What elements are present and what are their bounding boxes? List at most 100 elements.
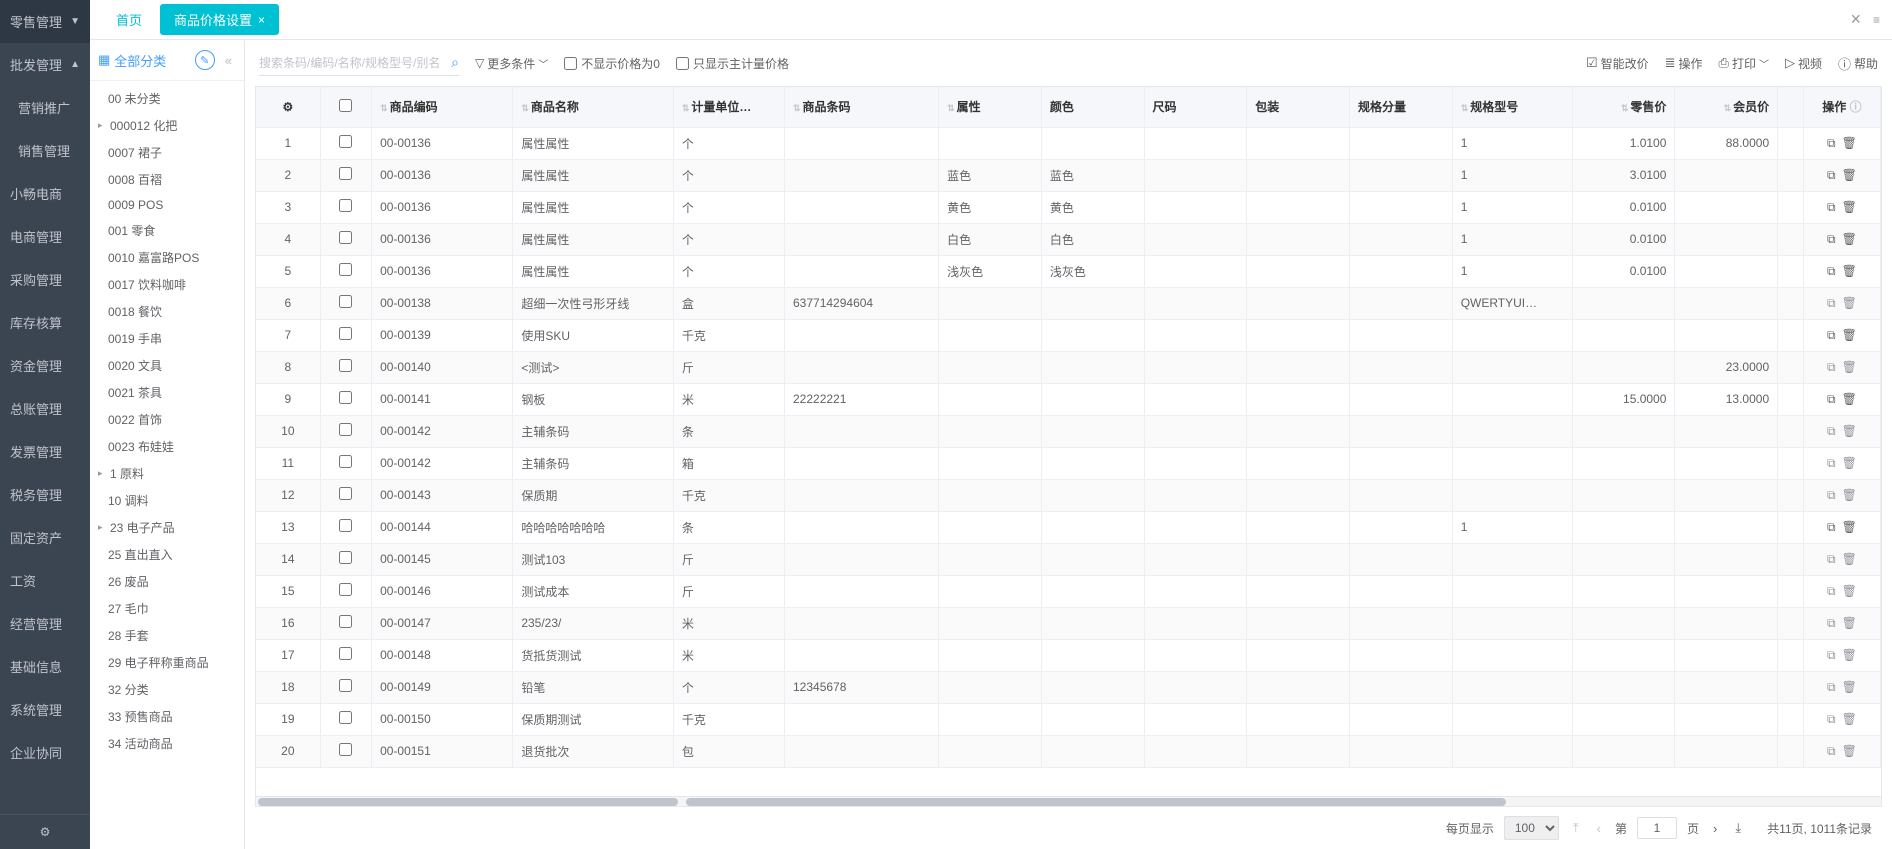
tree-node[interactable]: 0020 文具 xyxy=(90,352,244,379)
table-row[interactable]: 500-00136属性属性个浅灰色浅灰色10.0100⧉🗑 xyxy=(256,255,1881,287)
table-row[interactable]: 1200-00143保质期千克⧉🗑 xyxy=(256,479,1881,511)
copy-icon[interactable]: ⧉ xyxy=(1827,488,1836,503)
tab-home[interactable]: 首页 xyxy=(102,4,156,35)
edit-icon[interactable]: ✎ xyxy=(195,50,215,70)
delete-icon[interactable]: 🗑 xyxy=(1842,232,1857,247)
sidebar-item[interactable]: 营销推广 xyxy=(0,86,90,129)
print-button[interactable]: ⎙ 打印 ﹀ xyxy=(1719,55,1769,72)
col-unit[interactable]: ⇅计量单位… xyxy=(673,87,784,127)
per-page-select[interactable]: 100 xyxy=(1504,816,1559,840)
delete-icon[interactable]: 🗑 xyxy=(1842,520,1857,535)
copy-icon[interactable]: ⧉ xyxy=(1827,456,1836,471)
sidebar-item[interactable]: 发票管理 xyxy=(0,430,90,473)
sidebar-item[interactable]: 总账管理 xyxy=(0,387,90,430)
sidebar-item[interactable]: 电商管理 xyxy=(0,215,90,258)
row-checkbox[interactable] xyxy=(339,679,352,692)
copy-icon[interactable]: ⧉ xyxy=(1827,296,1836,311)
table-row[interactable]: 800-00140<测试>斤23.0000⧉🗑 xyxy=(256,351,1881,383)
row-checkbox[interactable] xyxy=(339,711,352,724)
sidebar-item[interactable]: 税务管理 xyxy=(0,473,90,516)
copy-icon[interactable]: ⧉ xyxy=(1827,424,1836,439)
sidebar-item[interactable]: 采购管理 xyxy=(0,258,90,301)
delete-icon[interactable]: 🗑 xyxy=(1842,424,1857,439)
copy-icon[interactable]: ⧉ xyxy=(1827,200,1836,215)
table-row[interactable]: 1100-00142主辅条码箱⧉🗑 xyxy=(256,447,1881,479)
table-row[interactable]: 1800-00149铅笔个12345678⧉🗑 xyxy=(256,671,1881,703)
delete-icon[interactable]: 🗑 xyxy=(1842,392,1857,407)
row-checkbox[interactable] xyxy=(339,295,352,308)
col-spec-qty[interactable]: 规格分量 xyxy=(1349,87,1452,127)
delete-icon[interactable]: 🗑 xyxy=(1842,712,1857,727)
copy-icon[interactable]: ⧉ xyxy=(1827,744,1836,759)
delete-icon[interactable]: 🗑 xyxy=(1842,264,1857,279)
table-row[interactable]: 700-00139使用SKU千克⧉🗑 xyxy=(256,319,1881,351)
table-row[interactable]: 200-00136属性属性个蓝色蓝色13.0100⧉🗑 xyxy=(256,159,1881,191)
sidebar-item[interactable]: 固定资产 xyxy=(0,516,90,559)
sidebar-item[interactable]: 系统管理 xyxy=(0,688,90,731)
table-row[interactable]: 400-00136属性属性个白色白色10.0100⧉🗑 xyxy=(256,223,1881,255)
copy-icon[interactable]: ⧉ xyxy=(1827,232,1836,247)
delete-icon[interactable]: 🗑 xyxy=(1842,648,1857,663)
table-row[interactable]: 600-00138超细一次性弓形牙线盒637714294604QWERTYUI…… xyxy=(256,287,1881,319)
col-spec-model[interactable]: ⇅规格型号 xyxy=(1452,87,1572,127)
delete-icon[interactable]: 🗑 xyxy=(1842,744,1857,759)
table-row[interactable]: 300-00136属性属性个黄色黄色10.0100⧉🗑 xyxy=(256,191,1881,223)
sidebar-item[interactable]: 企业协同 xyxy=(0,731,90,774)
copy-icon[interactable]: ⧉ xyxy=(1827,264,1836,279)
tree-title[interactable]: 全部分类 xyxy=(114,51,166,70)
copy-icon[interactable]: ⧉ xyxy=(1827,680,1836,695)
info-icon[interactable]: ⓘ xyxy=(1850,100,1862,114)
delete-icon[interactable]: 🗑 xyxy=(1842,296,1857,311)
table-row[interactable]: 2000-00151退货批次包⧉🗑 xyxy=(256,735,1881,767)
first-page-button[interactable]: ⤒ xyxy=(1569,820,1583,836)
table-row[interactable]: 1000-00142主辅条码条⧉🗑 xyxy=(256,415,1881,447)
row-checkbox[interactable] xyxy=(339,391,352,404)
copy-icon[interactable]: ⧉ xyxy=(1827,648,1836,663)
tree-node[interactable]: 0023 布娃娃 xyxy=(90,433,244,460)
prev-page-button[interactable]: ‹ xyxy=(1593,821,1605,836)
collapse-icon[interactable]: « xyxy=(221,53,236,68)
last-page-button[interactable]: ⤓ xyxy=(1731,820,1745,836)
row-checkbox[interactable] xyxy=(339,263,352,276)
row-checkbox[interactable] xyxy=(339,455,352,468)
row-checkbox[interactable] xyxy=(339,615,352,628)
row-checkbox[interactable] xyxy=(339,327,352,340)
tree-node[interactable]: 0018 餐饮 xyxy=(90,298,244,325)
tree-node[interactable]: 26 废品 xyxy=(90,568,244,595)
select-all-checkbox[interactable] xyxy=(339,99,352,112)
sidebar-item[interactable]: 库存核算 xyxy=(0,301,90,344)
checkbox[interactable] xyxy=(676,57,689,70)
tree-node[interactable]: ▸000012 化把 xyxy=(90,112,244,139)
operate-button[interactable]: ≣ 操作 xyxy=(1665,55,1703,72)
tree-node[interactable]: 10 调料 xyxy=(90,487,244,514)
table-row[interactable]: 1700-00148货抵货测试米⧉🗑 xyxy=(256,639,1881,671)
row-checkbox[interactable] xyxy=(339,551,352,564)
copy-icon[interactable]: ⧉ xyxy=(1827,328,1836,343)
tree-node[interactable]: 29 电子秤称重商品 xyxy=(90,649,244,676)
tree-node[interactable]: 0017 饮料咖啡 xyxy=(90,271,244,298)
row-checkbox[interactable] xyxy=(339,583,352,596)
tree-node[interactable]: 001 零食 xyxy=(90,217,244,244)
delete-icon[interactable]: 🗑 xyxy=(1842,328,1857,343)
table-wrap[interactable]: ⚙ ⇅商品编码 ⇅商品名称 ⇅计量单位… ⇅商品条码 ⇅属性 颜色 尺码 包装 xyxy=(255,86,1882,797)
sidebar-item[interactable]: 批发管理▲ xyxy=(0,43,90,86)
col-code[interactable]: ⇅商品编码 xyxy=(372,87,513,127)
page-input[interactable] xyxy=(1637,817,1677,839)
tree-node[interactable]: 0021 茶具 xyxy=(90,379,244,406)
tree-node[interactable]: 00 未分类 xyxy=(90,85,244,112)
col-color[interactable]: 颜色 xyxy=(1041,87,1144,127)
row-checkbox[interactable] xyxy=(339,199,352,212)
delete-icon[interactable]: 🗑 xyxy=(1842,680,1857,695)
chk-hide-zero[interactable]: 不显示价格为0 xyxy=(564,55,660,72)
copy-icon[interactable]: ⧉ xyxy=(1827,616,1836,631)
delete-icon[interactable]: 🗑 xyxy=(1842,136,1857,151)
col-name[interactable]: ⇅商品名称 xyxy=(513,87,674,127)
row-checkbox[interactable] xyxy=(339,519,352,532)
tab-active[interactable]: 商品价格设置 × xyxy=(160,4,279,35)
delete-icon[interactable]: 🗑 xyxy=(1842,616,1857,631)
copy-icon[interactable]: ⧉ xyxy=(1827,136,1836,151)
tree-node[interactable]: 0022 首饰 xyxy=(90,406,244,433)
tree-node[interactable]: 0010 嘉富路POS xyxy=(90,244,244,271)
copy-icon[interactable]: ⧉ xyxy=(1827,168,1836,183)
more-filters[interactable]: ▽ 更多条件 ﹀ xyxy=(475,55,548,72)
